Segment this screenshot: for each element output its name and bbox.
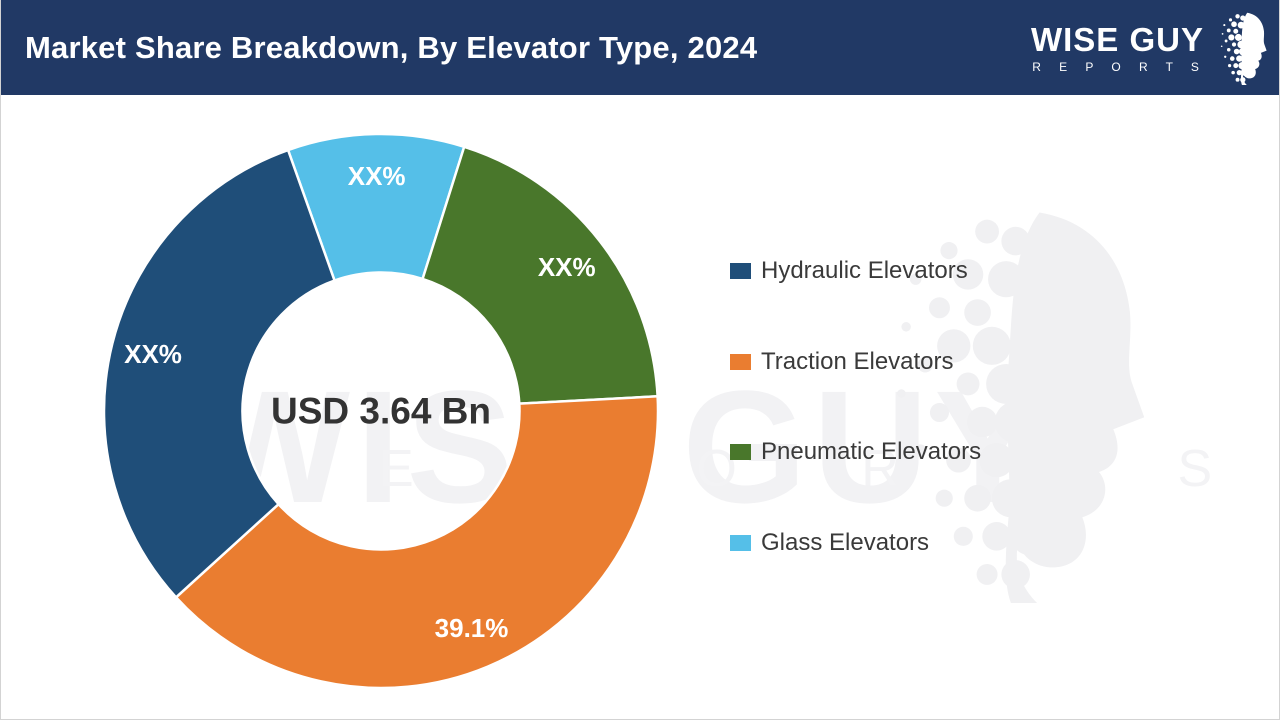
- brand-name: WISE GUY: [1030, 20, 1204, 58]
- donut-segment-traction-elevators: [174, 394, 659, 689]
- donut-segment-pneumatic-elevators: [421, 145, 659, 405]
- legend-label: Pneumatic Elevators: [761, 438, 982, 465]
- donut-segment-hydraulic-elevators: [103, 148, 337, 600]
- slice-label: XX%: [124, 339, 182, 369]
- brand-logo: WISE GUY R E P O R T S: [1029, 11, 1267, 85]
- chart-area: WISE GUY R E P O R T S XX% XX% 39.1% XX% USD…: [1, 95, 1279, 719]
- header-bar: Market Share Breakdown, By Elevator Type…: [1, 0, 1279, 95]
- slice-label: XX%: [538, 252, 596, 282]
- brand-logo-text: WISE GUY R E P O R T S: [1029, 23, 1207, 73]
- donut-chart: XX% XX% 39.1% XX% USD 3.64 Bn: [103, 133, 659, 689]
- legend-item-hydraulic: Hydraulic Elevators: [730, 257, 968, 284]
- legend-label: Glass Elevators: [761, 529, 930, 556]
- legend-swatch-traction: [730, 354, 751, 370]
- legend-label: Traction Elevators: [761, 348, 954, 375]
- legend-swatch-hydraulic: [730, 263, 751, 279]
- face-logo-icon: [1212, 11, 1267, 85]
- brand-subtitle: R E P O R T S: [1032, 59, 1207, 74]
- legend-swatch-glass: [730, 535, 751, 551]
- legend-item-glass: Glass Elevators: [730, 529, 930, 556]
- slice-label: XX%: [348, 161, 406, 191]
- legend-item-traction: Traction Elevators: [730, 348, 954, 375]
- legend-swatch-pneumatic: [730, 444, 751, 460]
- page-title: Market Share Breakdown, By Elevator Type…: [25, 29, 758, 65]
- donut-center-label: USD 3.64 Bn: [271, 391, 491, 432]
- legend-item-pneumatic: Pneumatic Elevators: [730, 438, 982, 465]
- slice-label: 39.1%: [435, 613, 509, 643]
- legend-label: Hydraulic Elevators: [761, 257, 968, 284]
